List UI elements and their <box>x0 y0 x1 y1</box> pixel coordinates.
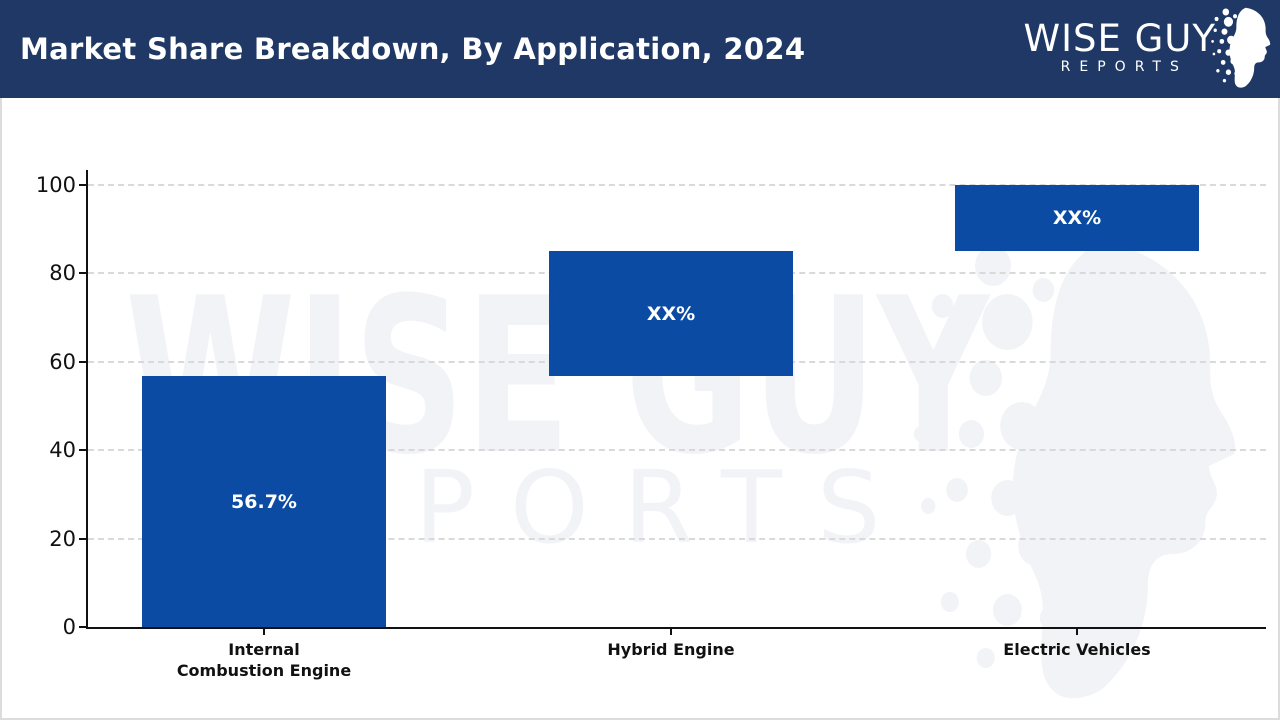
y-tick-mark <box>79 184 88 186</box>
gridline-40 <box>88 449 1266 452</box>
wiseguy-logo: WISE GUY REPORTS <box>1024 5 1272 89</box>
y-tick-label: 60 <box>49 349 76 374</box>
x-category-label: Internal Combustion Engine <box>94 639 434 681</box>
x-category-line: Hybrid Engine <box>607 640 735 659</box>
y-tick-mark <box>79 626 88 628</box>
y-tick-label: 80 <box>49 261 76 286</box>
x-tick-mark <box>1076 627 1078 635</box>
bar-chart-plot: 0 20 40 60 80 100 56.7% Internal Combustion Engi… <box>0 98 1280 720</box>
logo-name-text: WISE GUY <box>1023 17 1216 61</box>
x-category-line: Electric Vehicles <box>1003 640 1151 659</box>
x-category-label: Electric Vehicles <box>907 639 1247 660</box>
bar-2 <box>955 185 1199 252</box>
header-bar: Market Share Breakdown, By Application, … <box>0 0 1280 98</box>
logo-subtitle-text: REPORTS <box>1060 58 1188 75</box>
bar-value-label: 56.7% <box>231 490 297 513</box>
x-tick-mark <box>670 627 672 635</box>
watermark-face-icon <box>913 242 1236 699</box>
y-tick-label: 20 <box>49 526 76 551</box>
x-axis-line <box>86 627 1266 629</box>
bottom-border-line <box>0 718 1280 720</box>
x-tick-mark <box>263 627 265 635</box>
page-title: Market Share Breakdown, By Application, … <box>20 32 806 66</box>
bar-1 <box>549 251 793 377</box>
y-tick-mark <box>79 360 88 363</box>
y-tick-label: 0 <box>62 615 76 639</box>
bar-value-label: XX% <box>1052 207 1102 230</box>
right-border-line <box>1278 98 1280 720</box>
y-tick-label: 40 <box>49 438 76 463</box>
y-tick-label: 100 <box>35 173 76 197</box>
y-tick-mark <box>79 272 88 275</box>
logo-face-icon <box>1211 7 1271 88</box>
logo-wordmark: WISE GUY REPORTS <box>1023 17 1216 75</box>
x-category-line: Combustion Engine <box>176 661 352 680</box>
gridline-100 <box>88 184 1266 186</box>
y-tick-mark <box>79 449 88 452</box>
y-tick-mark <box>79 537 88 540</box>
bar-value-label: XX% <box>646 302 696 325</box>
bar-0 <box>142 376 386 627</box>
x-category-label: Hybrid Engine <box>501 639 841 660</box>
left-border-line <box>0 98 2 720</box>
y-axis-line <box>86 170 88 629</box>
x-category-line: Internal <box>228 640 300 659</box>
chart-area: WISE GUY REPORTS 0 20 40 60 80 100 56.7% Intern… <box>0 98 1280 720</box>
gridline-20 <box>88 537 1266 540</box>
